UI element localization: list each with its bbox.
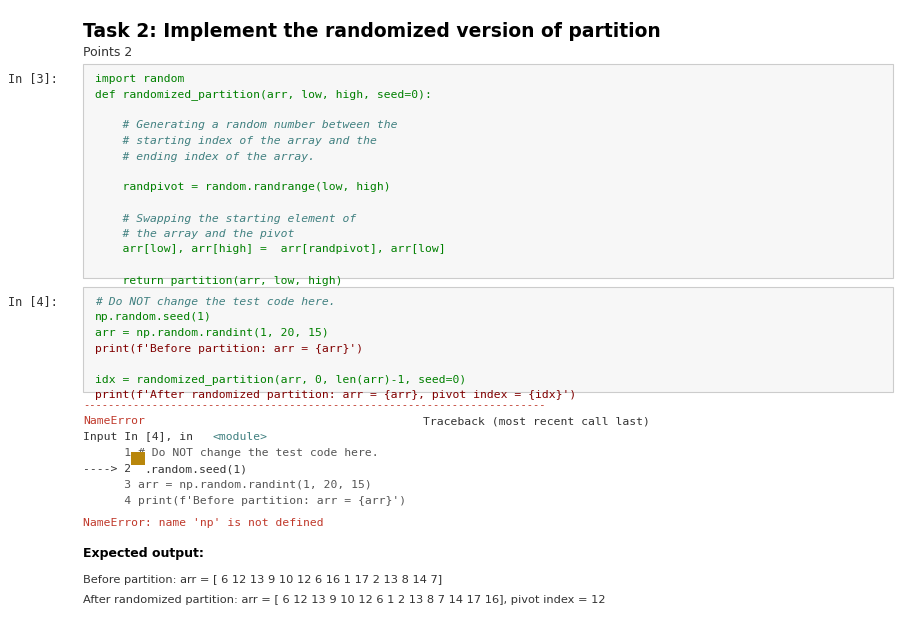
Text: Task 2: Implement the randomized version of partition: Task 2: Implement the randomized version… xyxy=(83,22,660,41)
Text: Input In [4], in: Input In [4], in xyxy=(83,432,200,442)
Text: Before partition: arr = [ 6 12 13 9 10 12 6 16 1 17 2 13 8 14 7]: Before partition: arr = [ 6 12 13 9 10 1… xyxy=(83,575,442,585)
Text: After randomized partition: arr = [ 6 12 13 9 10 12 6 1 2 13 8 7 14 17 16], pivo: After randomized partition: arr = [ 6 12… xyxy=(83,595,605,605)
Text: def randomized_partition(arr, low, high, seed=0):: def randomized_partition(arr, low, high,… xyxy=(95,89,432,101)
Text: import random: import random xyxy=(95,74,184,84)
Text: Points 2: Points 2 xyxy=(83,46,132,59)
Text: np: np xyxy=(132,464,145,474)
Text: # Generating a random number between the: # Generating a random number between the xyxy=(95,120,397,130)
Text: randpivot = random.randrange(low, high): randpivot = random.randrange(low, high) xyxy=(95,183,390,193)
FancyBboxPatch shape xyxy=(83,287,892,392)
FancyBboxPatch shape xyxy=(83,64,892,278)
Text: Traceback (most recent call last): Traceback (most recent call last) xyxy=(423,416,649,426)
Text: ----> 2: ----> 2 xyxy=(83,464,138,474)
Text: 4 print(f'Before partition: arr = {arr}'): 4 print(f'Before partition: arr = {arr}'… xyxy=(83,496,405,506)
Text: idx = randomized_partition(arr, 0, len(arr)-1, seed=0): idx = randomized_partition(arr, 0, len(a… xyxy=(95,374,466,386)
Text: .random.seed(1): .random.seed(1) xyxy=(144,464,247,474)
Text: 1 # Do NOT change the test code here.: 1 # Do NOT change the test code here. xyxy=(83,448,378,458)
Text: # ending index of the array.: # ending index of the array. xyxy=(95,152,314,161)
Text: NameError: NameError xyxy=(83,416,144,426)
Text: In [3]:: In [3]: xyxy=(8,72,58,85)
Text: arr[low], arr[high] =  arr[randpivot], arr[low]: arr[low], arr[high] = arr[randpivot], ar… xyxy=(95,245,445,255)
Text: print(f'Before partition: arr = {arr}'): print(f'Before partition: arr = {arr}') xyxy=(95,343,363,353)
Text: In [4]:: In [4]: xyxy=(8,295,58,308)
Text: --------------------------------------------------------------------------: ----------------------------------------… xyxy=(83,400,545,410)
Text: np.random.seed(1): np.random.seed(1) xyxy=(95,312,211,322)
Text: # Do NOT change the test code here.: # Do NOT change the test code here. xyxy=(95,297,335,307)
Text: NameError: name 'np' is not defined: NameError: name 'np' is not defined xyxy=(83,518,323,528)
Text: Expected output:: Expected output: xyxy=(83,547,204,560)
Text: <module>: <module> xyxy=(213,432,267,442)
Text: 3 arr = np.random.randint(1, 20, 15): 3 arr = np.random.randint(1, 20, 15) xyxy=(83,480,371,490)
FancyBboxPatch shape xyxy=(131,452,144,465)
Text: print(f'After randomized partition: arr = {arr}, pivot index = {idx}'): print(f'After randomized partition: arr … xyxy=(95,390,575,400)
Text: return partition(arr, low, high): return partition(arr, low, high) xyxy=(95,276,342,286)
Text: # starting index of the array and the: # starting index of the array and the xyxy=(95,136,377,146)
Text: # Swapping the starting element of: # Swapping the starting element of xyxy=(95,214,356,224)
Text: # the array and the pivot: # the array and the pivot xyxy=(95,229,294,239)
Text: arr = np.random.randint(1, 20, 15): arr = np.random.randint(1, 20, 15) xyxy=(95,328,329,338)
